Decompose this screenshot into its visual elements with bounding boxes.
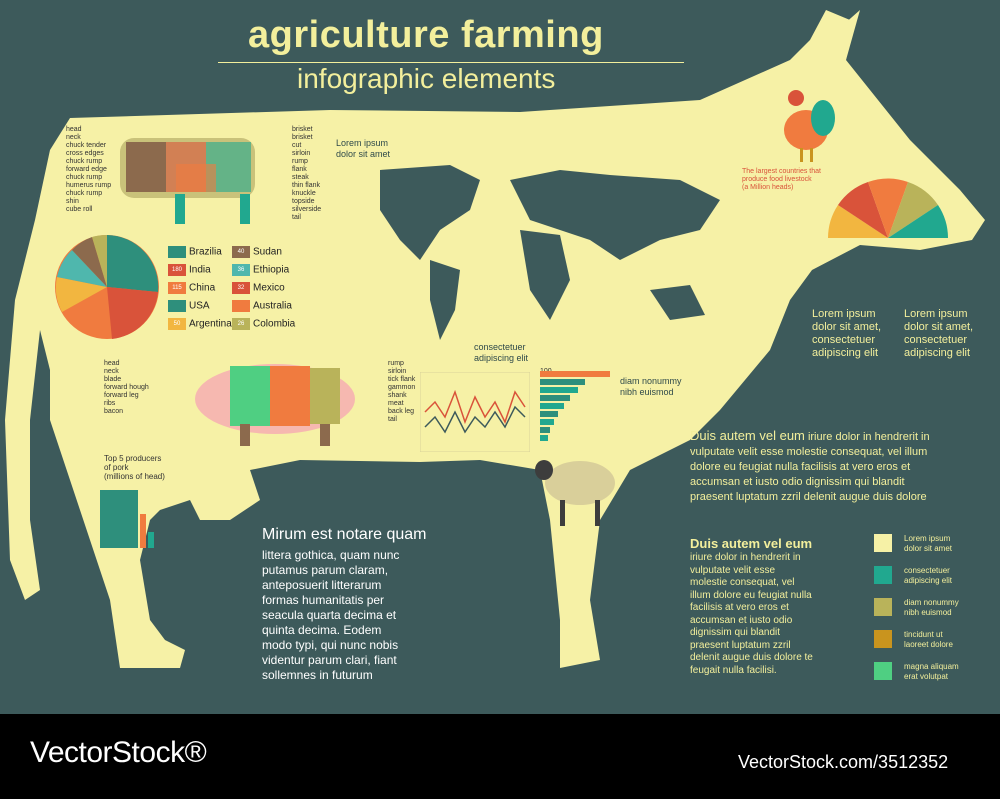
beef-cuts-left: head neck chuck tender cross edges chuck ru…	[66, 126, 112, 213]
key-text-1: Lorem ipsum dolor sit amet	[904, 534, 953, 553]
duis2-body: iriure dolor in hendrerit in vulputate v…	[690, 552, 813, 676]
key-swatch-2	[874, 566, 892, 584]
footer-logo: VectorStock®	[30, 736, 207, 769]
pork-cuts-right: rump sirloin tick flank gammon shank meat ba…	[388, 360, 416, 423]
lorem-column-2: Lorem ipsum dolor sit amet, consectetuer…	[904, 308, 974, 359]
line-chart	[420, 372, 530, 452]
rooster-icon	[784, 90, 835, 162]
mirum-heading: Mirum est notare quam	[262, 526, 427, 543]
title-divider	[218, 62, 684, 63]
key-swatch-5	[874, 662, 892, 680]
footer-id: VectorStock.com/3512352	[738, 752, 949, 772]
sheep-icon	[535, 460, 615, 526]
bar-chart: 100	[538, 368, 658, 448]
key-swatch-3	[874, 598, 892, 616]
color-key: Lorem ipsum dolor sit amet consectetuer …	[874, 534, 994, 694]
producer-pie-chart	[55, 234, 159, 339]
pork-cuts-diagram: head neck blade forward hough forward leg ri…	[104, 354, 415, 454]
key-swatch-1	[874, 534, 892, 552]
pork-producers-title: Top 5 producers of pork (millions of hea…	[104, 454, 165, 481]
pig-cuts-icon	[195, 364, 355, 446]
pie-legend: Brazilia 180 India 115 China USA 50 Argenti…	[168, 246, 308, 336]
key-text-4: tincidunt ut laoreet dolore	[904, 630, 953, 649]
map-note-diam: diam nonummy nibh euismod	[620, 376, 682, 397]
page-subtitle: infographic elements	[297, 63, 556, 94]
key-swatch-4	[874, 630, 892, 648]
key-text-5: magna aliquam erat volutpat	[904, 662, 959, 681]
map-note-consectetuer: consectetuer adipiscing elit	[474, 342, 529, 363]
page-title: agriculture farming	[248, 14, 604, 56]
beef-cuts-right: brisket brisket cut sirloin rump flank stea…	[292, 126, 322, 221]
lorem-column-1: Lorem ipsum dolor sit amet, consectetuer…	[812, 308, 882, 359]
duis-paragraph: Duis autem vel eum iriure dolor in hendr…	[690, 428, 930, 503]
livestock-chart: The largest countries that produce food …	[740, 168, 980, 278]
world-map	[380, 165, 720, 340]
key-text-2: consectetuer adipiscing elit	[904, 566, 953, 585]
pork-cuts-left: head neck blade forward hough forward leg ri…	[104, 360, 149, 415]
key-text-3: diam nonummy nibh euismod	[904, 598, 959, 617]
duis2-heading: Duis autem vel eum	[690, 536, 813, 551]
pork-producers-chart	[100, 490, 154, 548]
cow-cuts-icon	[120, 138, 255, 224]
map-note-lorem: Lorem ipsum dolor sit amet	[336, 138, 391, 159]
livestock-gauge	[828, 178, 948, 238]
footer-bar	[0, 714, 1000, 799]
livestock-title: The largest countries that produce food …	[742, 168, 821, 191]
mirum-body: littera gothica, quam nunc putamus parum…	[262, 548, 400, 682]
beef-cuts-diagram: head neck chuck tender cross edges chuck ru…	[66, 124, 321, 232]
